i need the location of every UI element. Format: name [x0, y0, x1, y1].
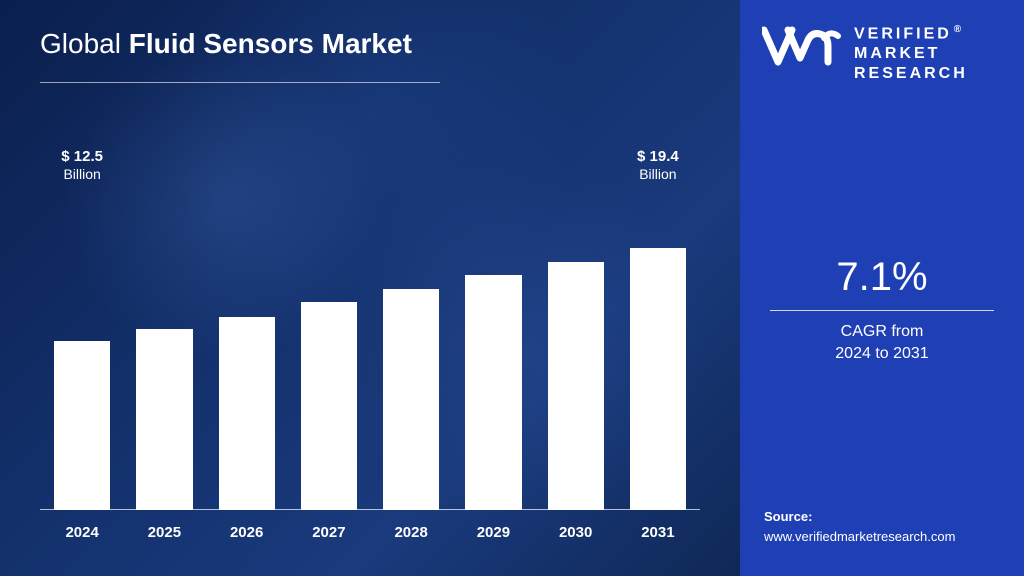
bar-slot: [136, 190, 192, 510]
bars-container: $ 12.5Billion $ 19.4Billion: [40, 190, 700, 510]
cagr-value: 7.1%: [770, 255, 994, 300]
cagr-caption-line2: 2024 to 2031: [835, 345, 928, 362]
x-axis-line: [40, 509, 700, 510]
bar-slot: [301, 190, 357, 510]
x-axis-label: 2024: [54, 516, 110, 546]
logo-text: VERIFIED® MARKET RESEARCH: [854, 24, 968, 84]
bar: [301, 302, 357, 510]
brand-logo: VERIFIED® MARKET RESEARCH: [762, 24, 1002, 84]
chart-title: Global Fluid Sensors Market: [40, 28, 440, 60]
logo-mark-icon: [762, 24, 844, 70]
cagr-caption-line1: CAGR from: [841, 323, 924, 340]
logo-line-2: MARKET: [854, 44, 968, 64]
bar: [383, 289, 439, 510]
logo-line-3: RESEARCH: [854, 64, 968, 84]
title-prefix: Global: [40, 28, 121, 59]
bar: [136, 329, 192, 510]
bar: [54, 341, 110, 510]
title-main: Fluid Sensors Market: [129, 28, 412, 59]
x-axis-labels: 2024 2025 2026 2027 2028 2029 2030 2031: [40, 516, 700, 546]
title-block: Global Fluid Sensors Market: [40, 28, 440, 83]
title-rule: [40, 82, 440, 83]
bar-slot: [548, 190, 604, 510]
right-panel: VERIFIED® MARKET RESEARCH 7.1% CAGR from…: [740, 0, 1024, 576]
cagr-caption: CAGR from 2024 to 2031: [770, 321, 994, 366]
registered-mark: ®: [954, 24, 964, 35]
bar-slot: [465, 190, 521, 510]
bar-slot: [219, 190, 275, 510]
x-axis-label: 2025: [136, 516, 192, 546]
bar-value-label: $ 19.4Billion: [624, 148, 692, 184]
x-axis-label: 2027: [301, 516, 357, 546]
bar-chart: $ 12.5Billion$ 19.4Billion 2024202520262…: [40, 186, 700, 546]
bar-slot: $ 12.5Billion: [54, 190, 110, 510]
left-panel: Global Fluid Sensors Market $ 12.5Billio…: [0, 0, 740, 576]
cagr-block: 7.1% CAGR from 2024 to 2031: [770, 255, 994, 366]
bar-slot: $ 19.4Billion: [630, 190, 686, 510]
source-label: Source:: [764, 507, 1000, 527]
x-axis-label: 2028: [383, 516, 439, 546]
x-axis-label: 2031: [630, 516, 686, 546]
bar: [465, 275, 521, 510]
source-block: Source: www.verifiedmarketresearch.com: [764, 507, 1000, 546]
bar: [219, 317, 275, 510]
logo-line-1: VERIFIED: [854, 25, 952, 42]
x-axis-label: 2026: [219, 516, 275, 546]
bar: [548, 262, 604, 510]
cagr-rule: [770, 310, 994, 311]
x-axis-label: 2030: [548, 516, 604, 546]
x-axis-label: 2029: [465, 516, 521, 546]
bar: [630, 248, 686, 510]
source-url: www.verifiedmarketresearch.com: [764, 527, 1000, 547]
bar-slot: [383, 190, 439, 510]
bar-value-label: $ 12.5Billion: [48, 148, 116, 184]
